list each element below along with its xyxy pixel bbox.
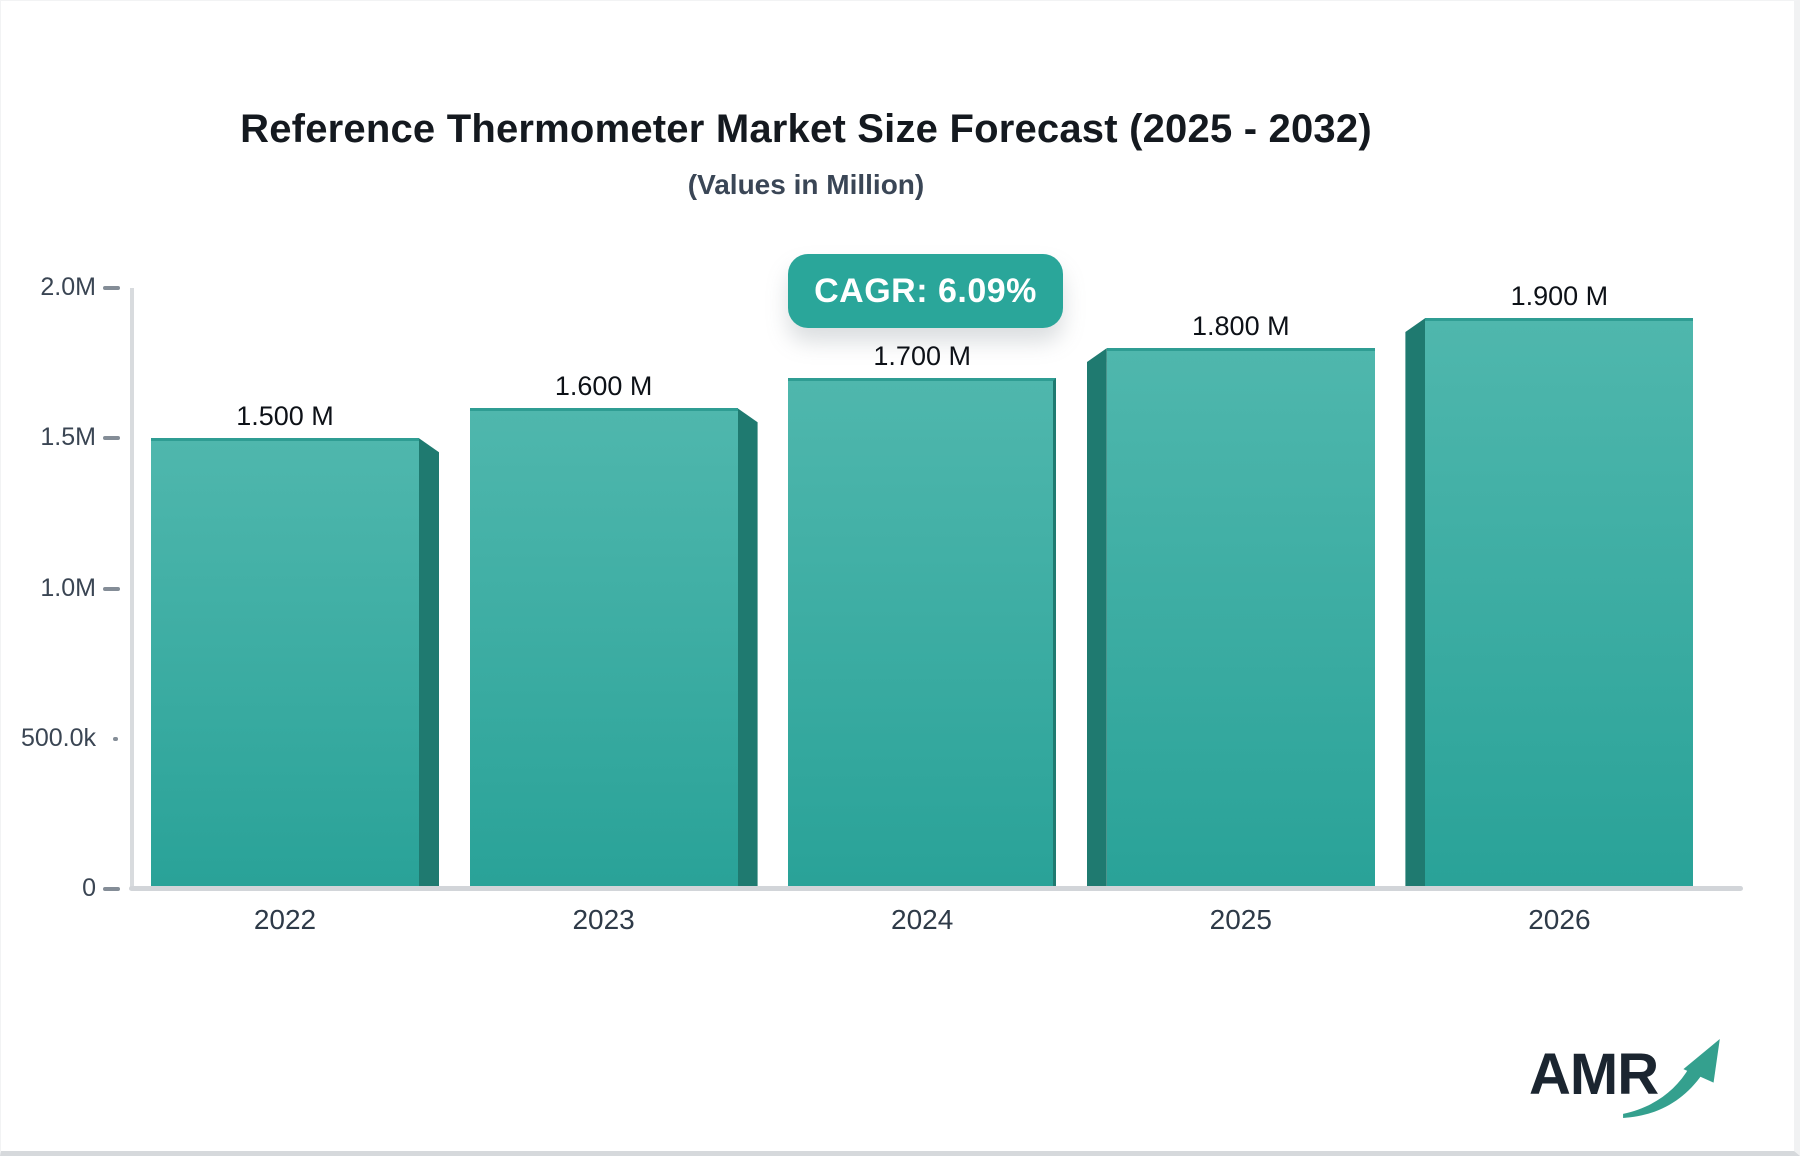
x-axis-label: 2025 [1209, 904, 1272, 935]
y-axis-label: 1.5M [40, 423, 96, 452]
y-axis-label: 0 [82, 874, 96, 902]
x-axis-label: 2022 [253, 904, 317, 935]
bar [1106, 348, 1375, 889]
bar [469, 408, 738, 889]
bar [151, 438, 419, 889]
x-axis-label: 2023 [572, 904, 635, 935]
growth-arrow-icon [1623, 1038, 1720, 1118]
x-axis-label: 2026 [1528, 904, 1591, 935]
x-axis-label: 2024 [891, 904, 954, 935]
amr-logo: AMR [1529, 1033, 1769, 1133]
chart-title: Reference Thermometer Market Size Foreca… [240, 107, 1372, 151]
chart-subtitle: (Values in Million) [687, 169, 925, 200]
y-axis-label: 500.0k [20, 723, 96, 752]
y-axis-label: 1.0M [40, 573, 96, 602]
cagr-badge-label: CAGR: 6.09% [814, 271, 1037, 310]
y-axis-tick [103, 586, 120, 591]
y-axis-label: 2.0M [40, 273, 96, 301]
bar-value-label: 1.500 M [236, 401, 334, 432]
bar-value-label: 1.900 M [1510, 281, 1609, 312]
y-axis-tick [103, 436, 120, 441]
bar-value-label: 1.600 M [554, 371, 653, 402]
y-axis-tick [103, 887, 120, 891]
bar-side-face [419, 438, 439, 889]
y-axis-tick [103, 286, 120, 290]
bar-value-label: 1.800 M [1192, 311, 1290, 342]
x-axis-baseline [129, 886, 1743, 891]
bar-side-face [1086, 348, 1107, 889]
bar-side-face [1405, 318, 1426, 889]
bar [1425, 318, 1694, 889]
bar-side-face [737, 408, 758, 889]
y-axis-line [130, 288, 134, 889]
cagr-badge: CAGR: 6.09% [788, 254, 1063, 328]
y-axis-tick [113, 736, 118, 741]
bar [788, 378, 1057, 889]
amr-logo-text: AMR [1529, 1042, 1659, 1107]
bar-value-label: 1.700 M [873, 341, 971, 372]
